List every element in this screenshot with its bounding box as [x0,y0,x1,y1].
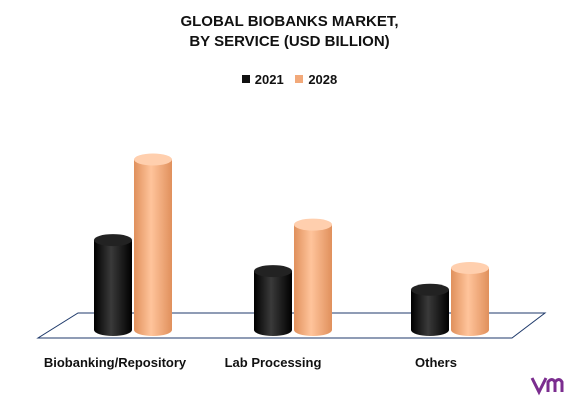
bar-cap [411,283,449,296]
bar-2028-0 [134,153,172,336]
bar-cap [254,265,292,278]
chart-title-line-1: GLOBAL BIOBANKS MARKET, [180,13,399,30]
chart-title: GLOBAL BIOBANKS MARKET, BY SERVICE (USD … [0,12,579,52]
bar-2021-1 [254,265,292,336]
bar-2021-0 [94,234,132,336]
legend-swatch-2021 [241,75,250,83]
bar-2021-2 [411,283,449,336]
x-axis-labels: Biobanking/Repository Lab Processing Other… [44,355,457,370]
bar-cap [451,262,489,274]
bar-body [451,268,489,336]
legend-swatch-2028 [295,75,304,83]
bar-body [411,289,449,336]
bar-2028-1 [294,218,332,336]
x-tick-label-1: Lab Processing [225,355,322,370]
bars-group [94,153,489,336]
bar-body [134,159,172,336]
bar-body [294,224,332,336]
bar-cap [94,234,132,247]
legend-item-2028: 2028 [295,72,337,87]
x-tick-label-2: Others [415,355,457,370]
legend-label-2028: 2028 [308,71,338,87]
vmr-logo-icon [530,377,564,396]
x-tick-label-0: Biobanking/Repository [44,355,187,370]
chart-legend: 2021 2028 [0,71,579,87]
bar-cap [134,153,172,166]
bar-body [254,271,292,336]
chart-title-line-2: BY SERVICE (USD BILLION) [189,33,390,50]
bar-body [94,240,132,336]
legend-item-2021: 2021 [241,71,284,87]
legend-label-2021: 2021 [254,71,284,87]
bar-2028-2 [451,262,489,336]
bar-cap [294,218,332,231]
